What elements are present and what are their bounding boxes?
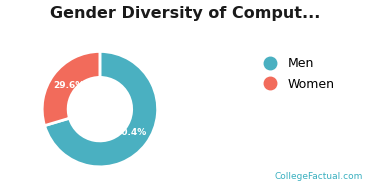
Text: 29.6%: 29.6%	[53, 81, 84, 90]
Text: CollegeFactual.com: CollegeFactual.com	[274, 172, 363, 181]
Text: Gender Diversity of Comput...: Gender Diversity of Comput...	[50, 6, 320, 21]
Wedge shape	[44, 51, 158, 167]
Wedge shape	[42, 51, 100, 126]
Legend: Men, Women: Men, Women	[258, 57, 334, 91]
Text: 70.4%: 70.4%	[116, 128, 147, 137]
